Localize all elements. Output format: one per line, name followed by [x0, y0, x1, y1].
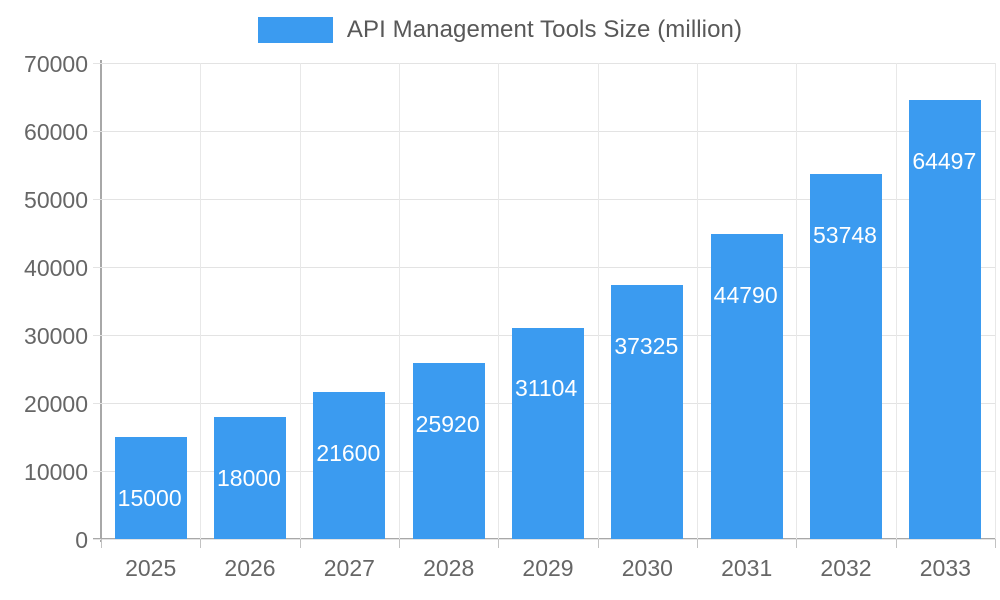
x-axis-tick	[200, 539, 201, 548]
x-tick-label-2032: 2032	[820, 555, 872, 581]
bar-2028[interactable]	[412, 362, 485, 539]
gridline-vertical	[200, 63, 201, 539]
bar-2030[interactable]	[611, 285, 684, 539]
y-tick-label: 30000	[24, 323, 88, 349]
x-tick-label-2027: 2027	[323, 555, 375, 581]
bar-value-label: 25920	[415, 410, 480, 437]
gridline-vertical	[697, 63, 698, 539]
x-axis-tick	[498, 539, 499, 548]
bar-2033[interactable]	[909, 100, 982, 539]
gridline-horizontal	[93, 131, 995, 132]
x-tick-label-2029: 2029	[522, 555, 574, 581]
y-tick-label: 0	[75, 527, 88, 553]
x-tick-label-2030: 2030	[621, 555, 673, 581]
legend-label: API Management Tools Size (million)	[346, 16, 743, 43]
y-tick-label: 40000	[24, 255, 88, 281]
x-tick-label-2028: 2028	[423, 555, 475, 581]
y-tick-label: 60000	[24, 119, 88, 145]
bar-2029[interactable]	[511, 327, 584, 539]
y-tick-label: 70000	[24, 51, 88, 77]
bar-value-label: 15000	[117, 485, 182, 511]
bar-value-label: 53748	[812, 221, 877, 248]
gridline-vertical	[598, 63, 599, 539]
gridline-horizontal	[93, 539, 995, 540]
y-axis-line	[100, 60, 102, 542]
bar-value-label: 18000	[216, 464, 281, 491]
gridline-horizontal	[93, 199, 995, 200]
legend-item-api-management-tools-size[interactable]: API Management Tools Size (million)	[257, 16, 743, 44]
x-axis-tick	[101, 539, 102, 548]
bar-value-label: 44790	[713, 282, 778, 309]
x-axis-tick	[697, 539, 698, 548]
x-axis-tick	[796, 539, 797, 548]
x-tick-label-2025: 2025	[125, 555, 177, 581]
bar-value-label: 21600	[316, 440, 381, 467]
y-tick-label: 20000	[24, 391, 88, 417]
x-tick-label-2031: 2031	[721, 555, 773, 581]
gridline-horizontal	[93, 63, 995, 64]
gridline-vertical	[399, 63, 400, 539]
x-axis-tick	[300, 539, 301, 548]
bar-value-label: 64497	[912, 148, 977, 175]
x-axis-tick	[598, 539, 599, 548]
plot-area: 15000 18000 21600 25920 31104 37325 4479…	[93, 63, 996, 548]
bar-2031[interactable]	[710, 234, 783, 539]
gridline-vertical	[300, 63, 301, 539]
bar-value-label: 37325	[614, 333, 679, 360]
x-axis-tick	[399, 539, 400, 548]
gridline-vertical	[995, 63, 996, 539]
bar-2027[interactable]	[313, 392, 386, 539]
gridline-vertical	[796, 63, 797, 539]
x-tick-label-2033: 2033	[919, 555, 971, 581]
x-axis-tick	[896, 539, 897, 548]
x-axis-tick	[995, 539, 996, 548]
y-tick-label: 10000	[24, 459, 88, 485]
chart-legend: API Management Tools Size (million)	[0, 10, 1000, 50]
gridline-vertical	[896, 63, 897, 539]
bar-value-label: 31104	[514, 375, 578, 402]
gridline-horizontal	[93, 267, 995, 268]
bar-2032[interactable]	[809, 173, 882, 539]
x-tick-label-2026: 2026	[224, 555, 276, 581]
legend-color-swatch-icon	[257, 17, 333, 43]
y-tick-label: 50000	[24, 187, 88, 213]
gridline-vertical	[498, 63, 499, 539]
bar-2026[interactable]	[213, 416, 286, 539]
bar-2025[interactable]	[114, 437, 187, 539]
